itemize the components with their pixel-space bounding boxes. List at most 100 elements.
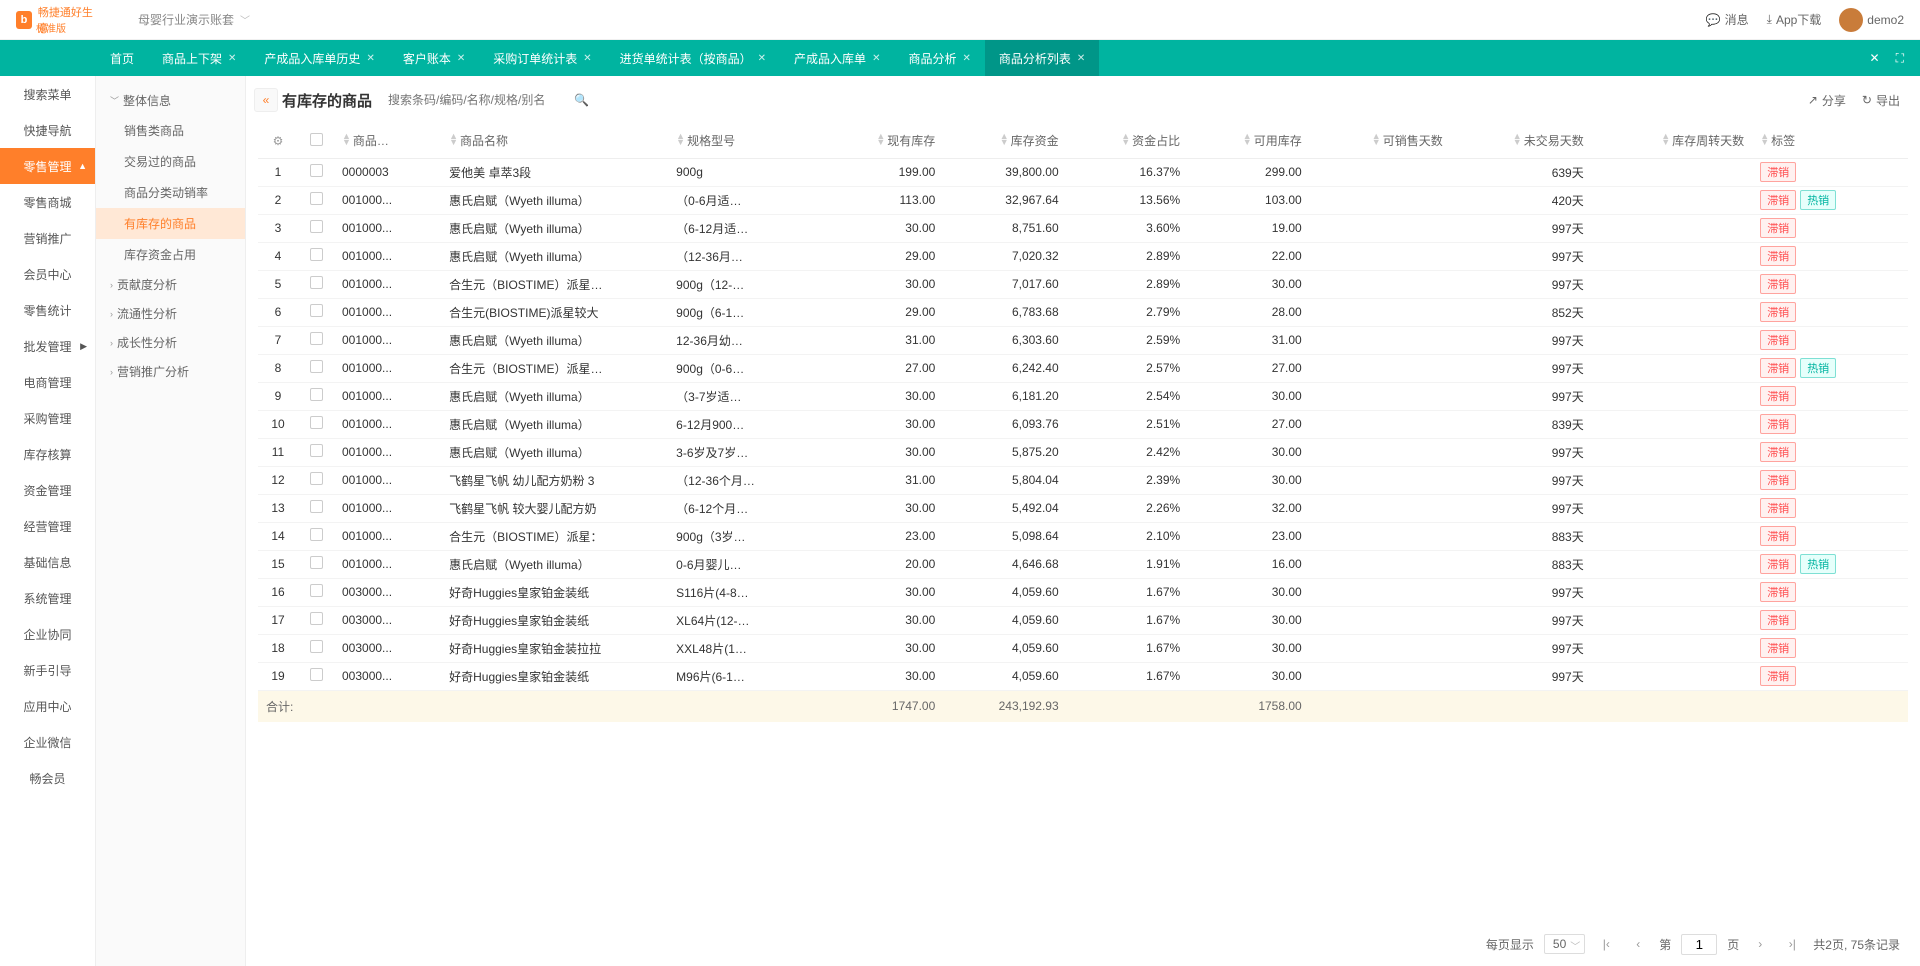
- export-button[interactable]: ↻ 导出: [1862, 92, 1900, 109]
- tab[interactable]: 采购订单统计表✕: [479, 40, 605, 76]
- left-nav-item[interactable]: 零售统计: [0, 292, 95, 328]
- tab[interactable]: 客户账本✕: [389, 40, 479, 76]
- subnav-group[interactable]: ›贡献度分析: [96, 270, 245, 299]
- row-checkbox[interactable]: [310, 192, 323, 205]
- row-checkbox[interactable]: [310, 388, 323, 401]
- subnav-item[interactable]: 商品分类动销率: [96, 177, 245, 208]
- search-input[interactable]: [388, 93, 568, 107]
- column-header[interactable]: ▲▼现有库存: [822, 124, 944, 158]
- left-nav-item[interactable]: 基础信息: [0, 544, 95, 580]
- left-nav-item[interactable]: 会员中心: [0, 256, 95, 292]
- tab[interactable]: 产成品入库单✕: [780, 40, 894, 76]
- row-checkbox[interactable]: [310, 220, 323, 233]
- table-row[interactable]: 14001000...合生元（BIOSTIME）派星：900g（3岁…23.00…: [258, 522, 1908, 550]
- table-row[interactable]: 19003000...好奇Huggies皇家铂金装纸M96片(6-1…30.00…: [258, 662, 1908, 690]
- subnav-group[interactable]: ›流通性分析: [96, 299, 245, 328]
- column-header[interactable]: ▲▼商品名称: [441, 124, 668, 158]
- subnav-item[interactable]: 有库存的商品: [96, 208, 245, 239]
- tab[interactable]: 产成品入库单历史✕: [250, 40, 388, 76]
- sort-icon[interactable]: ▲▼: [342, 133, 351, 146]
- left-nav-item[interactable]: 快捷导航: [0, 112, 95, 148]
- table-row[interactable]: 13001000...飞鹤星飞帆 较大婴儿配方奶（6-12个月…30.005,4…: [258, 494, 1908, 522]
- table-row[interactable]: 12001000...飞鹤星飞帆 幼儿配方奶粉 3（12-36个月…31.005…: [258, 466, 1908, 494]
- left-nav-item[interactable]: 新手引导: [0, 652, 95, 688]
- close-icon[interactable]: ✕: [583, 53, 591, 64]
- sort-icon[interactable]: ▲▼: [1661, 133, 1670, 146]
- left-nav-item[interactable]: 零售管理▲: [0, 148, 95, 184]
- column-header[interactable]: ▲▼库存周转天数: [1592, 124, 1752, 158]
- row-checkbox[interactable]: [310, 276, 323, 289]
- fullscreen-icon[interactable]: ⛶: [1892, 47, 1908, 70]
- gear-icon[interactable]: ⚙: [273, 134, 284, 148]
- table-row[interactable]: 15001000...惠氏启赋（Wyeth illuma）0-6月婴儿…20.0…: [258, 550, 1908, 578]
- first-page-button[interactable]: |‹: [1595, 933, 1617, 955]
- table-row[interactable]: 10001000...惠氏启赋（Wyeth illuma）6-12月900…30…: [258, 410, 1908, 438]
- close-icon[interactable]: ✕: [457, 53, 465, 64]
- sort-icon[interactable]: ▲▼: [1513, 133, 1522, 146]
- row-checkbox[interactable]: [310, 668, 323, 681]
- table-row[interactable]: 3001000...惠氏启赋（Wyeth illuma）（6-12月适…30.0…: [258, 214, 1908, 242]
- column-header[interactable]: ▲▼库存资金: [943, 124, 1066, 158]
- row-checkbox[interactable]: [310, 360, 323, 373]
- sort-icon[interactable]: ▲▼: [449, 133, 458, 146]
- left-nav-item[interactable]: 搜索菜单: [0, 76, 95, 112]
- perpage-select[interactable]: 50 ﹀: [1544, 934, 1585, 954]
- table-row[interactable]: 16003000...好奇Huggies皇家铂金装纸S116片(4-8…30.0…: [258, 578, 1908, 606]
- row-checkbox[interactable]: [310, 248, 323, 261]
- tab[interactable]: 商品上下架✕: [148, 40, 250, 76]
- row-checkbox[interactable]: [310, 612, 323, 625]
- subnav-group[interactable]: ›成长性分析: [96, 328, 245, 357]
- left-nav-item[interactable]: 资金管理: [0, 472, 95, 508]
- left-nav-item[interactable]: 零售商城: [0, 184, 95, 220]
- tab[interactable]: 首页: [96, 40, 148, 76]
- table-row[interactable]: 17003000...好奇Huggies皇家铂金装纸XL64片(12-…30.0…: [258, 606, 1908, 634]
- sort-icon[interactable]: ▲▼: [1243, 133, 1252, 146]
- page-input[interactable]: [1681, 934, 1717, 955]
- row-checkbox[interactable]: [310, 304, 323, 317]
- sort-icon[interactable]: ▲▼: [676, 133, 685, 146]
- left-nav-item[interactable]: 批发管理▶: [0, 328, 95, 364]
- close-all-icon[interactable]: ✕: [1866, 47, 1884, 69]
- row-checkbox[interactable]: [310, 500, 323, 513]
- subnav-item[interactable]: 销售类商品: [96, 115, 245, 146]
- column-header[interactable]: ▲▼可销售天数: [1310, 124, 1451, 158]
- sort-icon[interactable]: ▲▼: [1121, 133, 1130, 146]
- column-header[interactable]: ▲▼商品…: [334, 124, 441, 158]
- column-header[interactable]: ▲▼可用库存: [1188, 124, 1310, 158]
- left-nav-item[interactable]: 企业协同: [0, 616, 95, 652]
- tab[interactable]: 商品分析✕: [894, 40, 984, 76]
- column-header[interactable]: ▲▼资金占比: [1067, 124, 1189, 158]
- tab[interactable]: 商品分析列表✕: [985, 40, 1099, 76]
- row-checkbox[interactable]: [310, 556, 323, 569]
- subnav-group[interactable]: ﹀整体信息: [96, 86, 245, 115]
- column-header[interactable]: ▲▼规格型号: [668, 124, 822, 158]
- row-checkbox[interactable]: [310, 444, 323, 457]
- search-icon[interactable]: 🔍: [574, 93, 589, 107]
- select-all-checkbox[interactable]: [310, 133, 323, 146]
- row-checkbox[interactable]: [310, 416, 323, 429]
- collapse-subnav-button[interactable]: «: [254, 88, 278, 112]
- left-nav-item[interactable]: 企业微信: [0, 724, 95, 760]
- column-header[interactable]: [298, 124, 334, 158]
- close-icon[interactable]: ✕: [758, 53, 766, 64]
- sort-icon[interactable]: ▲▼: [1372, 133, 1381, 146]
- prev-page-button[interactable]: ‹: [1627, 933, 1649, 955]
- account-selector[interactable]: 母婴行业演示账套 ﹀: [126, 11, 262, 28]
- left-nav-item[interactable]: 营销推广: [0, 220, 95, 256]
- close-icon[interactable]: ✕: [872, 53, 880, 64]
- table-row[interactable]: 5001000...合生元（BIOSTIME）派星…900g（12-…30.00…: [258, 270, 1908, 298]
- table-row[interactable]: 7001000...惠氏启赋（Wyeth illuma）12-36月幼…31.0…: [258, 326, 1908, 354]
- left-nav-item[interactable]: 采购管理: [0, 400, 95, 436]
- subnav-item[interactable]: 交易过的商品: [96, 146, 245, 177]
- close-icon[interactable]: ✕: [1077, 53, 1085, 64]
- messages-link[interactable]: 💬 消息: [1706, 11, 1749, 28]
- left-nav-item[interactable]: 电商管理: [0, 364, 95, 400]
- table-row[interactable]: 2001000...惠氏启赋（Wyeth illuma）（0-6月适…113.0…: [258, 186, 1908, 214]
- table-row[interactable]: 4001000...惠氏启赋（Wyeth illuma）（12-36月…29.0…: [258, 242, 1908, 270]
- row-checkbox[interactable]: [310, 528, 323, 541]
- close-icon[interactable]: ✕: [228, 53, 236, 64]
- table-row[interactable]: 11001000...惠氏启赋（Wyeth illuma）3-6岁及7岁…30.…: [258, 438, 1908, 466]
- left-nav-item[interactable]: 应用中心: [0, 688, 95, 724]
- subnav-item[interactable]: 库存资金占用: [96, 239, 245, 270]
- sort-icon[interactable]: ▲▼: [1760, 133, 1769, 146]
